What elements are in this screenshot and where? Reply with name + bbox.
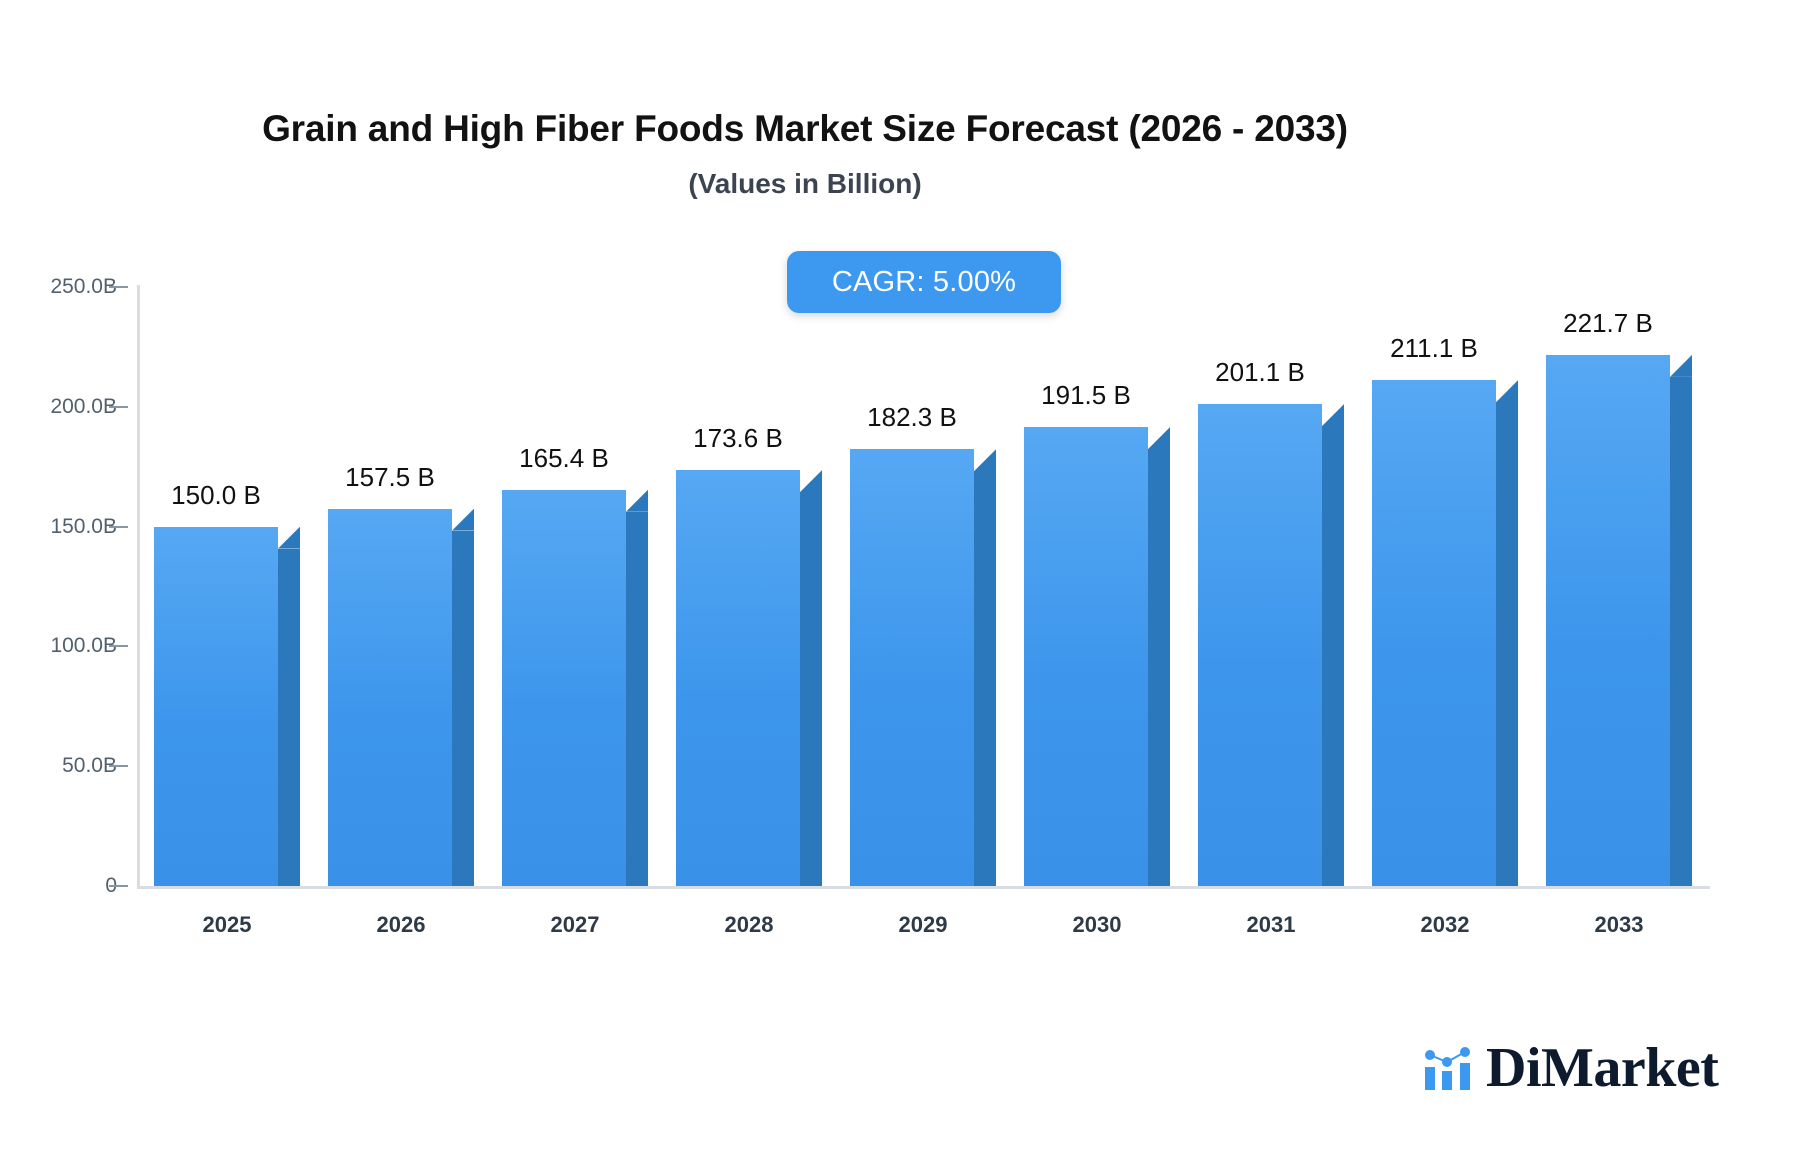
bar-side-face: [626, 511, 648, 886]
bar-chart-icon: [1425, 1047, 1470, 1090]
bar-front-face: [676, 470, 800, 886]
bar-side-face: [452, 530, 474, 886]
bar-value-label: 165.4 B: [519, 442, 609, 473]
bar-value-label: 173.6 B: [693, 423, 783, 454]
y-tick-mark: [109, 525, 128, 528]
bar-2029: 182.3 B: [850, 402, 996, 886]
bar-side-face: [278, 548, 300, 886]
bar-2033: 221.7 B: [1546, 308, 1692, 886]
bar-side-face: [1148, 449, 1170, 886]
bar-value-label: 150.0 B: [171, 479, 261, 510]
bar-side-face: [1496, 402, 1518, 886]
bar-2027: 165.4 B: [502, 443, 648, 886]
x-tick-label: 2025: [202, 912, 252, 937]
bar-2032: 211.1 B: [1372, 333, 1518, 886]
bar-2031: 201.1 B: [1198, 357, 1344, 886]
x-axis-line: [137, 886, 1710, 889]
bar-front-face: [850, 449, 974, 886]
bar-side-face: [1322, 426, 1344, 886]
y-tick-mark: [109, 286, 128, 288]
y-tick-label: 0: [0, 874, 117, 898]
y-tick-mark: [109, 405, 128, 408]
bar-front-face: [1024, 427, 1148, 886]
x-tick-label: 2029: [898, 912, 948, 937]
y-tick-mark: [109, 765, 128, 768]
bar-2026: 157.5 B: [328, 462, 474, 886]
dimarket-logo: DiMarket: [1424, 1037, 1719, 1099]
x-tick-label: 2028: [724, 912, 774, 937]
bar-value-label: 211.1 B: [1390, 333, 1478, 364]
bar-2030: 191.5 B: [1024, 380, 1170, 886]
y-tick-mark: [109, 885, 128, 887]
cagr-badge-label: CAGR: 5.00%: [831, 265, 1017, 298]
bar-value-label: 201.1 B: [1215, 357, 1305, 388]
y-tick-label: 250.0B: [50, 275, 117, 298]
x-tick-label: 2027: [550, 912, 600, 937]
bar-side-face: [974, 471, 996, 886]
logo-text: DiMarket: [1486, 1037, 1719, 1099]
bar-front-face: [1546, 354, 1670, 886]
bar-2025: 150.0 B: [154, 480, 300, 886]
bar-side-face: [1670, 376, 1692, 886]
y-tick-label: 50.0B: [62, 754, 117, 778]
bar-front-face: [154, 526, 278, 886]
cagr-badge: CAGR: 5.00%: [787, 251, 1061, 313]
y-axis-line: [137, 285, 140, 888]
x-tick-label: 2031: [1246, 912, 1296, 937]
chart-subtitle: (Values in Billion): [688, 168, 922, 199]
chart-title: Grain and High Fiber Foods Market Size F…: [262, 108, 1348, 149]
y-tick-label: 100.0B: [50, 634, 117, 658]
x-tick-label: 2026: [376, 912, 426, 937]
bar-side-face: [800, 492, 822, 886]
bar-value-label: 182.3 B: [867, 402, 957, 433]
bar-front-face: [502, 489, 626, 886]
y-tick-mark: [109, 645, 128, 648]
y-tick-label: 200.0B: [50, 394, 117, 418]
x-tick-label: 2030: [1072, 912, 1122, 937]
bar-2028: 173.6 B: [676, 423, 822, 886]
bar-value-label: 157.5 B: [345, 461, 435, 492]
x-tick-label: 2032: [1420, 912, 1470, 937]
bar-front-face: [1198, 404, 1322, 886]
bar-value-label: 221.7 B: [1563, 307, 1653, 338]
bar-value-label: 191.5 B: [1041, 380, 1131, 411]
y-tick-label: 150.0B: [50, 514, 117, 538]
bar-front-face: [328, 508, 452, 886]
bar-front-face: [1372, 380, 1496, 886]
x-tick-label: 2033: [1594, 912, 1644, 937]
